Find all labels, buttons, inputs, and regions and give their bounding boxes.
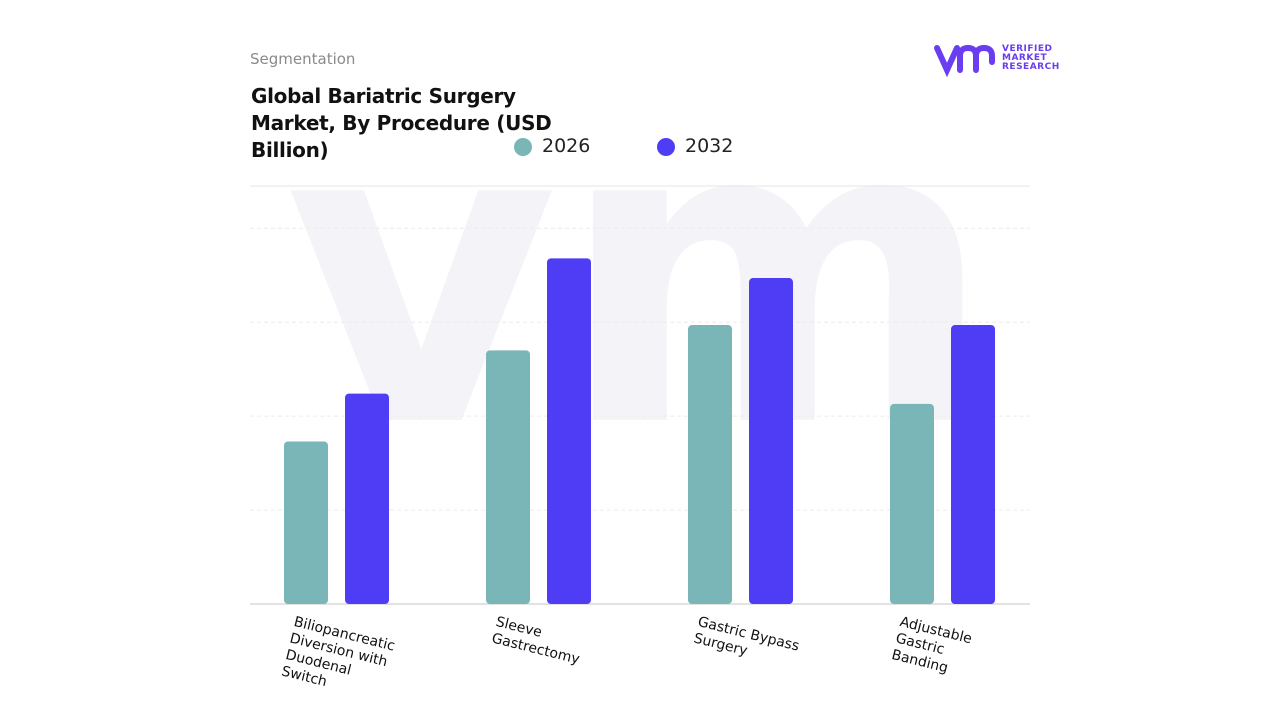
section-label: Segmentation: [250, 50, 356, 68]
logo-text: VERIFIED MARKET RESEARCH: [1002, 44, 1060, 72]
legend-marker: [514, 138, 532, 156]
watermark: vm: [284, 31, 995, 520]
chart-title: Global Bariatric Surgery Market, By Proc…: [251, 84, 552, 162]
bar: [890, 403, 934, 604]
logo-mark: [934, 44, 995, 78]
bar: [345, 393, 389, 604]
bar: [951, 325, 995, 604]
bar: [284, 441, 328, 604]
legend-label: 2032: [685, 135, 734, 157]
bar: [688, 325, 732, 604]
bar: [547, 258, 591, 604]
bar: [749, 278, 793, 604]
legend-label: 2026: [542, 135, 591, 157]
legend-marker: [657, 138, 675, 156]
bar: [486, 350, 530, 604]
